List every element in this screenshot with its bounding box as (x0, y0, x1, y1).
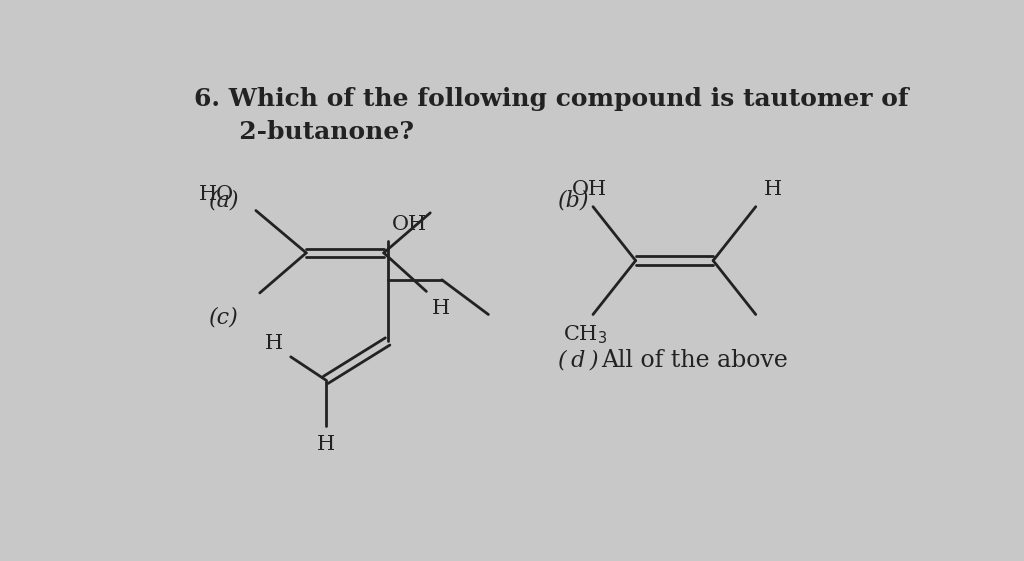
Text: OH: OH (571, 180, 606, 199)
Text: H: H (764, 180, 781, 199)
Text: CH$_3$: CH$_3$ (563, 324, 607, 346)
Text: H: H (265, 334, 283, 353)
Text: 6. Which of the following compound is tautomer of: 6. Which of the following compound is ta… (194, 88, 908, 111)
Text: ( d ): ( d ) (558, 350, 599, 372)
Text: H: H (432, 299, 450, 318)
Text: 2-butanone?: 2-butanone? (213, 121, 415, 144)
Text: OH: OH (391, 215, 427, 233)
Text: (a): (a) (209, 190, 240, 211)
Text: H: H (316, 435, 335, 454)
Text: (c): (c) (209, 307, 240, 329)
Text: All of the above: All of the above (601, 349, 787, 372)
Text: (b): (b) (558, 190, 590, 211)
Text: HO: HO (199, 185, 234, 204)
